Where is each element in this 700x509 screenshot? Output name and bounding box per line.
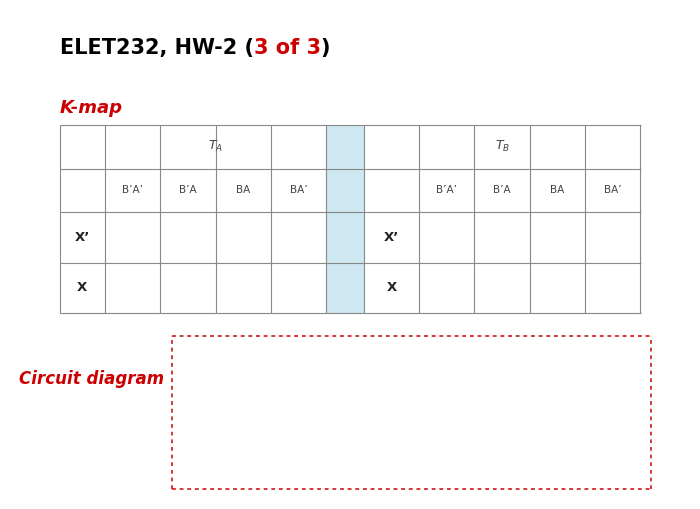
Text: B’A’: B’A’ — [122, 185, 143, 195]
Text: B’A: B’A — [494, 185, 511, 195]
Text: Circuit diagram: Circuit diagram — [20, 370, 164, 388]
Text: X’: X’ — [74, 231, 90, 244]
Text: B’A: B’A — [179, 185, 197, 195]
Text: ): ) — [321, 38, 330, 58]
Bar — [326, 125, 364, 313]
Text: K-map: K-map — [60, 99, 122, 117]
Text: $T_B$: $T_B$ — [495, 139, 510, 154]
Bar — [60, 125, 640, 313]
Text: BA: BA — [550, 185, 565, 195]
Text: BA’: BA’ — [290, 185, 307, 195]
Text: X’: X’ — [384, 231, 399, 244]
Text: $T_A$: $T_A$ — [208, 139, 223, 154]
Text: ELET232, HW-2 (: ELET232, HW-2 ( — [60, 38, 253, 58]
Text: X: X — [77, 281, 88, 294]
Text: BA: BA — [236, 185, 251, 195]
Text: B’A’: B’A’ — [436, 185, 457, 195]
Text: BA’: BA’ — [604, 185, 622, 195]
Text: X: X — [386, 281, 397, 294]
Text: 3 of 3: 3 of 3 — [253, 38, 321, 58]
